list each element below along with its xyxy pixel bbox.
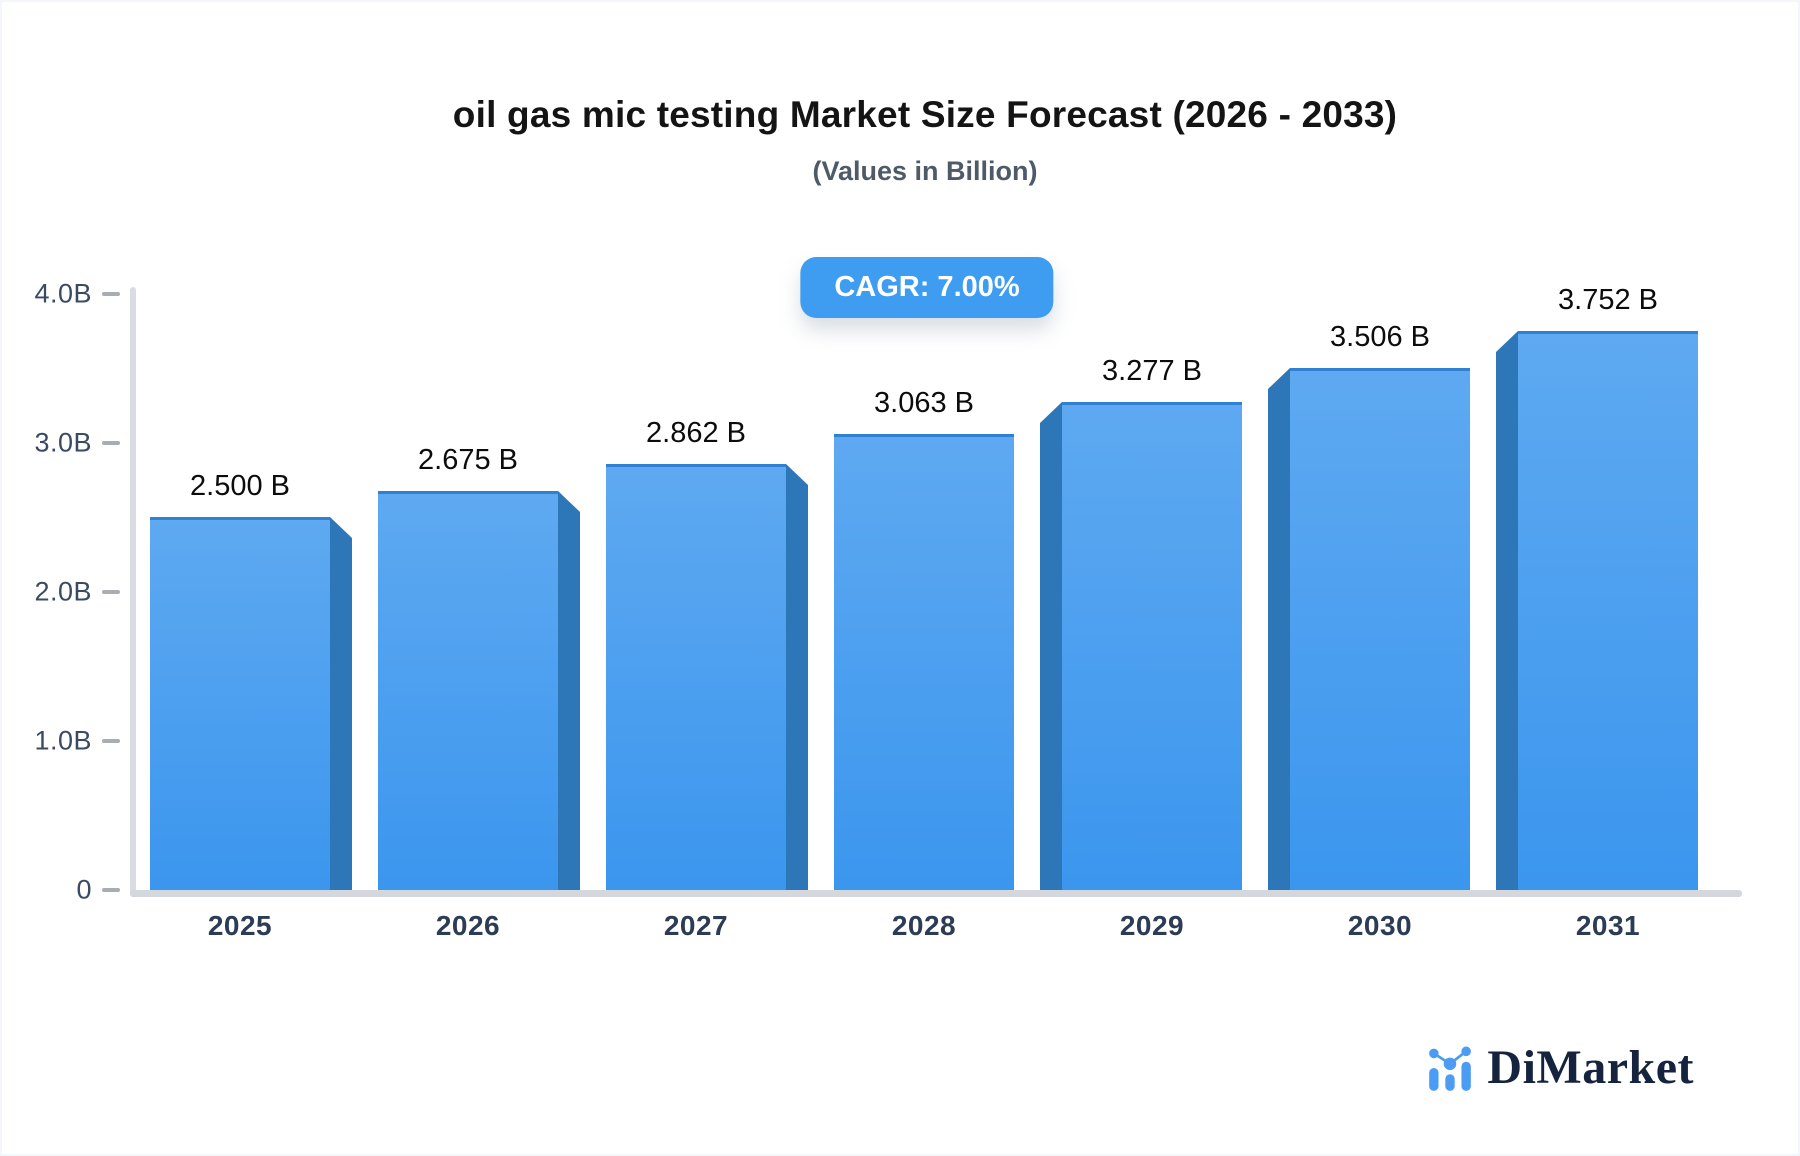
bar-side-shade xyxy=(558,491,580,890)
chart-title: oil gas mic testing Market Size Forecast… xyxy=(452,94,1398,135)
bars-plot-area: 2.500 B 2.675 B 2.862 B 3.063 B 3.277 B 3.506… xyxy=(126,284,1722,890)
dimarket-logo-icon xyxy=(1429,1046,1472,1091)
bar-slot: 2.500 B xyxy=(126,294,354,890)
bar-face xyxy=(606,464,786,890)
bar-slot: 3.752 B xyxy=(1494,284,1722,890)
bar-side-shade xyxy=(786,464,808,890)
chart-subtitle: (Values in Billion) xyxy=(812,156,1038,186)
bar-slot: 3.277 B xyxy=(1038,294,1266,890)
x-axis-labels: 2025 2026 2027 2028 2029 2030 2031 xyxy=(126,910,1722,942)
bar-slot: 2.675 B xyxy=(354,294,582,890)
y-tick-label: 0 xyxy=(76,874,92,905)
bar-value-label: 2.675 B xyxy=(418,444,518,476)
bar: 2.500 B xyxy=(150,470,352,890)
brand-watermark: DiMarket xyxy=(1425,1040,1694,1095)
bar: 3.277 B xyxy=(1040,355,1242,890)
bar-value-label: 3.752 B xyxy=(1558,284,1658,316)
y-axis-line xyxy=(130,287,136,897)
y-tick-label: 1.0B xyxy=(34,725,92,756)
bar: 3.752 B xyxy=(1496,284,1698,890)
bar-side-shade xyxy=(1040,402,1062,890)
y-tick-label: 2.0B xyxy=(34,576,92,607)
bar-side-shade xyxy=(330,517,352,890)
y-tick-label: 4.0B xyxy=(34,278,92,309)
bar-value-label: 3.063 B xyxy=(874,387,974,419)
y-tick-mark xyxy=(102,888,120,892)
x-axis-baseline xyxy=(130,890,1742,897)
bar-face xyxy=(1290,368,1470,890)
bar: 3.063 B xyxy=(834,387,1014,890)
x-axis-label: 2025 xyxy=(207,910,273,941)
bar: 3.506 B xyxy=(1268,321,1470,890)
bar-face xyxy=(378,491,558,890)
y-tick-label: 3.0B xyxy=(34,427,92,458)
brand-name: DiMarket xyxy=(1487,1041,1694,1094)
bar-face xyxy=(1062,402,1242,890)
bar-face xyxy=(1518,331,1698,890)
x-axis-label: 2027 xyxy=(663,910,729,941)
bar-slot: 3.506 B xyxy=(1266,294,1494,890)
cagr-badge: CAGR: 7.00% xyxy=(800,257,1054,318)
bar-face xyxy=(834,434,1014,890)
x-axis-label: 2028 xyxy=(891,910,957,941)
x-axis-label: 2031 xyxy=(1575,910,1641,941)
bar-value-label: 3.277 B xyxy=(1102,355,1202,387)
chart-header: oil gas mic testing Market Size Forecast… xyxy=(52,94,1798,187)
bar-slot: 3.063 B xyxy=(810,294,1038,890)
bar-value-label: 3.506 B xyxy=(1330,321,1430,353)
x-axis-label: 2029 xyxy=(1119,910,1185,941)
bar: 2.862 B xyxy=(606,417,808,890)
y-tick-mark xyxy=(102,441,120,445)
bar-value-label: 2.862 B xyxy=(646,417,746,449)
y-tick-mark xyxy=(102,292,120,296)
x-axis-label: 2030 xyxy=(1347,910,1413,941)
bar-slot: 2.862 B xyxy=(582,294,810,890)
bar-value-label: 2.500 B xyxy=(190,470,290,502)
bar-side-shade xyxy=(1268,368,1290,890)
bar-face xyxy=(150,517,330,890)
x-axis-label: 2026 xyxy=(435,910,501,941)
bar-side-shade xyxy=(1496,331,1518,890)
bar: 2.675 B xyxy=(378,444,580,890)
y-tick-mark xyxy=(102,739,120,743)
y-tick-mark xyxy=(102,590,120,594)
